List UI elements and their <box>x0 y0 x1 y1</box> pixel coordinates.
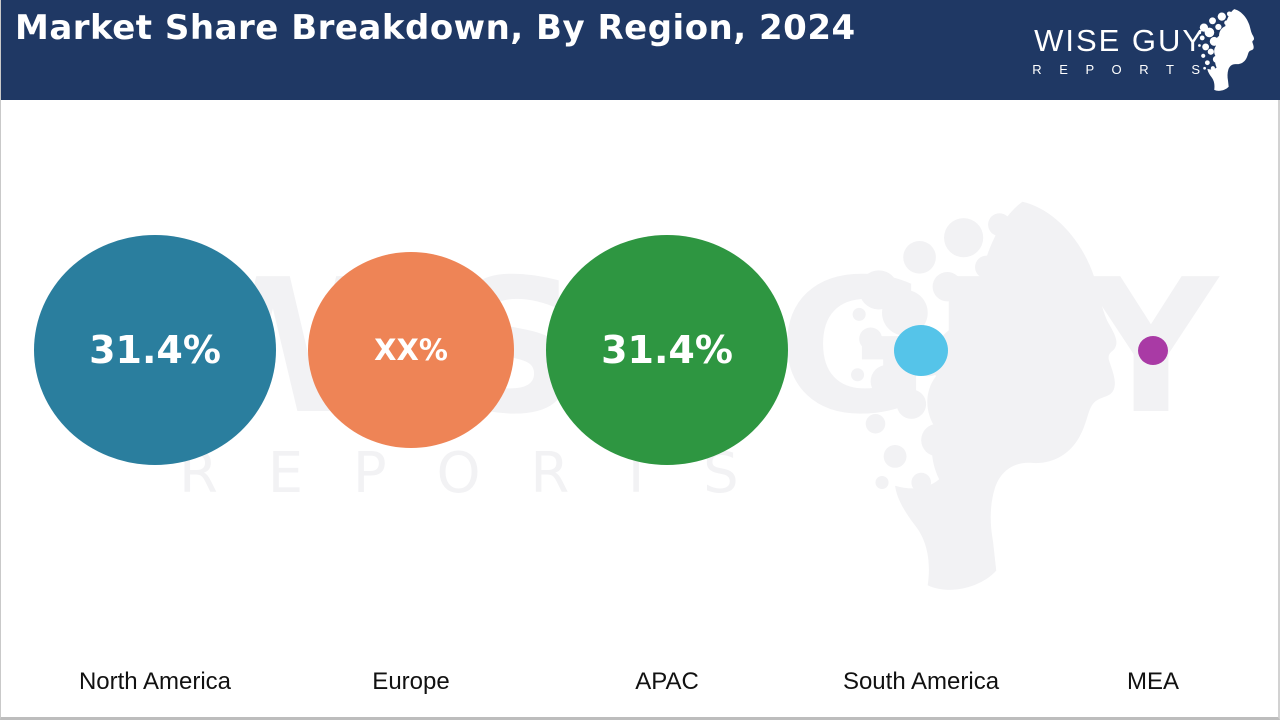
page-title: Market Share Breakdown, By Region, 2024 <box>15 8 856 48</box>
bubble-north-america: 31.4% <box>34 235 276 465</box>
bubble-europe: XX% <box>308 252 514 448</box>
bubble-value: 31.4% <box>601 328 733 372</box>
bubble-apac: 31.4% <box>546 235 788 465</box>
logo-subtitle: R E P O R T S <box>1032 62 1207 77</box>
region-label-south-america: South America <box>842 668 1000 695</box>
bubble-value: 31.4% <box>89 328 221 372</box>
region-label-europe: Europe <box>372 668 450 695</box>
logo-text: WISE GUY R E P O R T S <box>1032 23 1207 77</box>
bubble-value: XX% <box>374 333 448 367</box>
region-label-mea: MEA <box>1126 668 1180 695</box>
watermark-head-silhouette <box>851 201 1117 590</box>
bubble-mea <box>1138 335 1168 365</box>
logo-wordmark: WISE GUY <box>1034 23 1206 58</box>
bubble-south-america <box>894 324 948 376</box>
region-label-north-america: North America <box>78 668 232 695</box>
header-bar: Market Share Breakdown, By Region, 2024 … <box>1 0 1280 100</box>
wise-guy-logo: WISE GUY R E P O R T S <box>1032 6 1263 94</box>
region-label-apac: APAC <box>635 668 699 695</box>
